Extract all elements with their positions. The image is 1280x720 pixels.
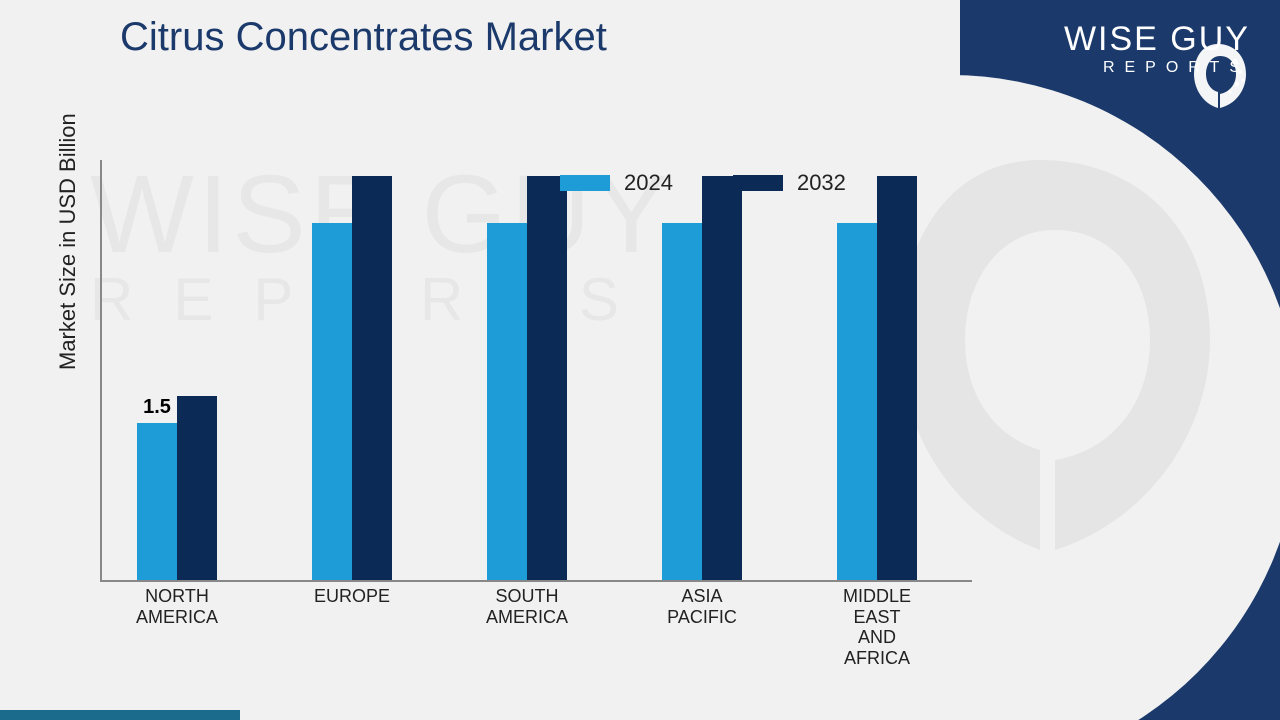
chart-canvas: WISE GUY REPORTS Citrus Concentrates Mar…: [0, 0, 1280, 720]
legend: 2024 2032: [560, 170, 846, 196]
legend-swatch: [560, 175, 610, 191]
bar-group: SOUTH AMERICA: [487, 176, 567, 580]
brand-head-icon: [1190, 42, 1250, 112]
x-axis-label: EUROPE: [282, 586, 422, 607]
bar: [527, 176, 567, 580]
chart-title: Citrus Concentrates Market: [120, 15, 607, 60]
bar: [702, 176, 742, 580]
x-axis-label: MIDDLE EAST AND AFRICA: [807, 586, 947, 669]
bar-group: NORTH AMERICA: [137, 396, 217, 580]
bar: [137, 423, 177, 581]
bar: [352, 176, 392, 580]
legend-item: 2032: [733, 170, 846, 196]
legend-label: 2032: [797, 170, 846, 196]
legend-label: 2024: [624, 170, 673, 196]
bar: [877, 176, 917, 580]
bar-group: ASIA PACIFIC: [662, 176, 742, 580]
chart-area: 1.5NORTH AMERICAEUROPESOUTH AMERICAASIA …: [100, 160, 970, 580]
bar-group: MIDDLE EAST AND AFRICA: [837, 176, 917, 580]
bar: [837, 223, 877, 580]
brand-logo: WISE GUY REPORTS: [1064, 22, 1250, 76]
brand-panel: WISE GUY REPORTS: [960, 0, 1280, 720]
y-axis-label: Market Size in USD Billion: [55, 113, 81, 370]
bar: [312, 223, 352, 580]
bar: [662, 223, 702, 580]
x-axis-label: NORTH AMERICA: [107, 586, 247, 627]
bar: [177, 396, 217, 580]
legend-item: 2024: [560, 170, 673, 196]
bar: [487, 223, 527, 580]
plot-area: 1.5NORTH AMERICAEUROPESOUTH AMERICAASIA …: [100, 160, 972, 582]
x-axis-label: ASIA PACIFIC: [632, 586, 772, 627]
bar-group: EUROPE: [312, 176, 392, 580]
legend-swatch: [733, 175, 783, 191]
footer-accent-bar: [0, 710, 240, 720]
x-axis-label: SOUTH AMERICA: [457, 586, 597, 627]
